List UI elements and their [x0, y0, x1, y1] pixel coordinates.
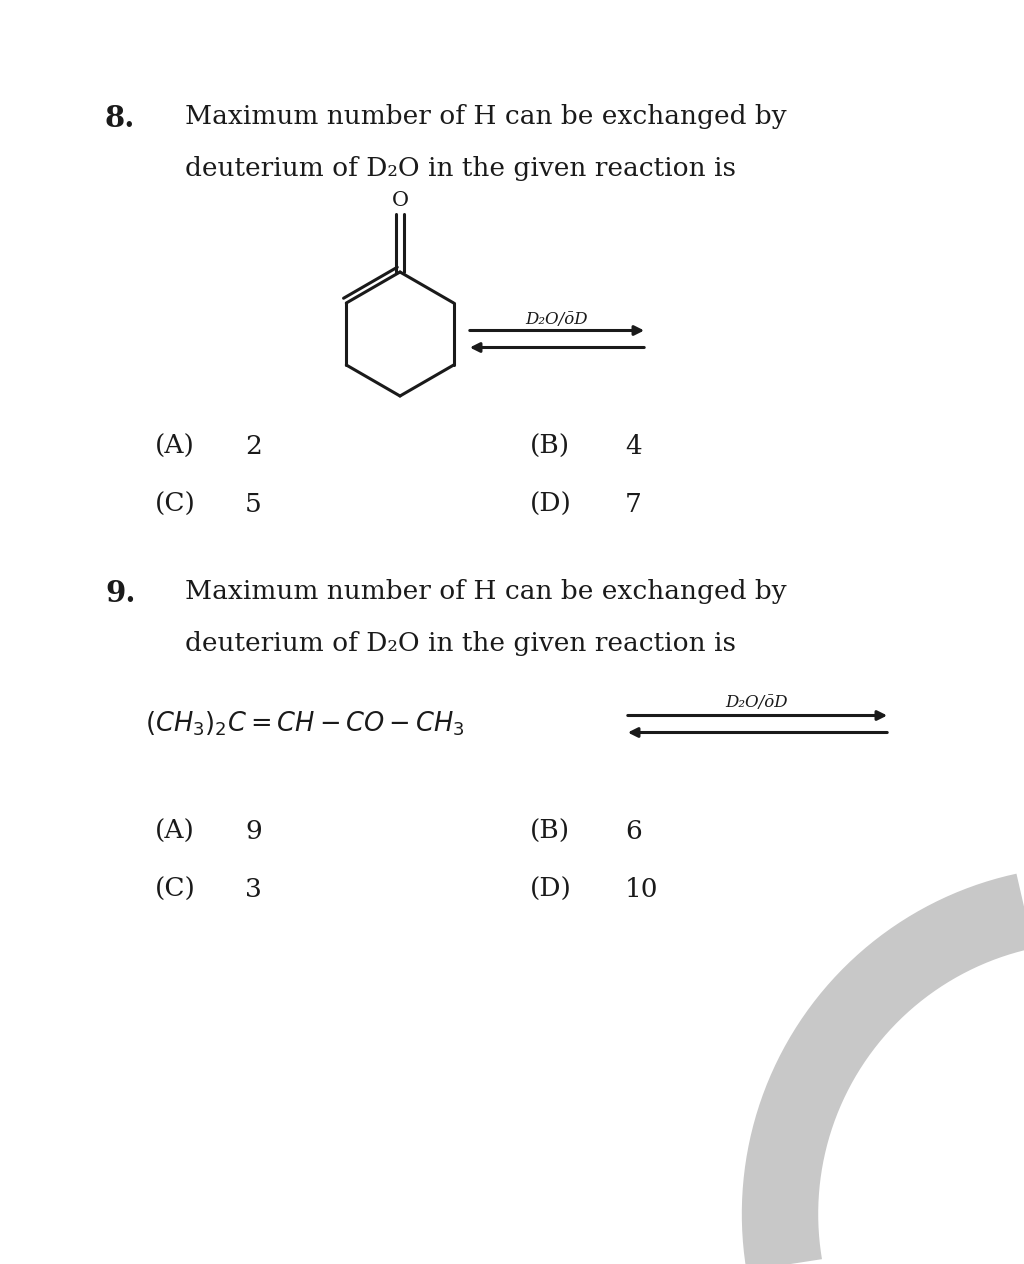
Text: (C): (C)	[155, 492, 196, 517]
Text: (A): (A)	[155, 819, 195, 844]
Text: deuterium of D₂O in the given reaction is: deuterium of D₂O in the given reaction i…	[185, 631, 736, 656]
Text: $(CH_3)_2C = CH - CO - CH_3$: $(CH_3)_2C = CH - CO - CH_3$	[145, 710, 465, 738]
Text: D₂O/ōD: D₂O/ōD	[726, 694, 788, 710]
Text: 8.: 8.	[105, 104, 135, 133]
Text: O: O	[391, 191, 409, 210]
Text: 9: 9	[245, 819, 262, 844]
Text: 4: 4	[625, 434, 642, 459]
Text: deuterium of D₂O in the given reaction is: deuterium of D₂O in the given reaction i…	[185, 155, 736, 181]
Text: 2: 2	[245, 434, 262, 459]
Text: 10: 10	[625, 877, 658, 902]
Text: (B): (B)	[530, 434, 570, 459]
Text: 9.: 9.	[105, 579, 135, 608]
Text: Maximum number of H can be exchanged by: Maximum number of H can be exchanged by	[185, 579, 786, 604]
Text: (B): (B)	[530, 819, 570, 844]
Text: (C): (C)	[155, 877, 196, 902]
Text: 7: 7	[625, 492, 642, 517]
Text: D₂O/ōD: D₂O/ōD	[525, 311, 589, 327]
Text: 6: 6	[625, 819, 642, 844]
Text: 3: 3	[245, 877, 262, 902]
Text: (D): (D)	[530, 877, 571, 902]
Text: (D): (D)	[530, 492, 571, 517]
Text: Maximum number of H can be exchanged by: Maximum number of H can be exchanged by	[185, 104, 786, 129]
Text: 5: 5	[245, 492, 262, 517]
Text: (A): (A)	[155, 434, 195, 459]
